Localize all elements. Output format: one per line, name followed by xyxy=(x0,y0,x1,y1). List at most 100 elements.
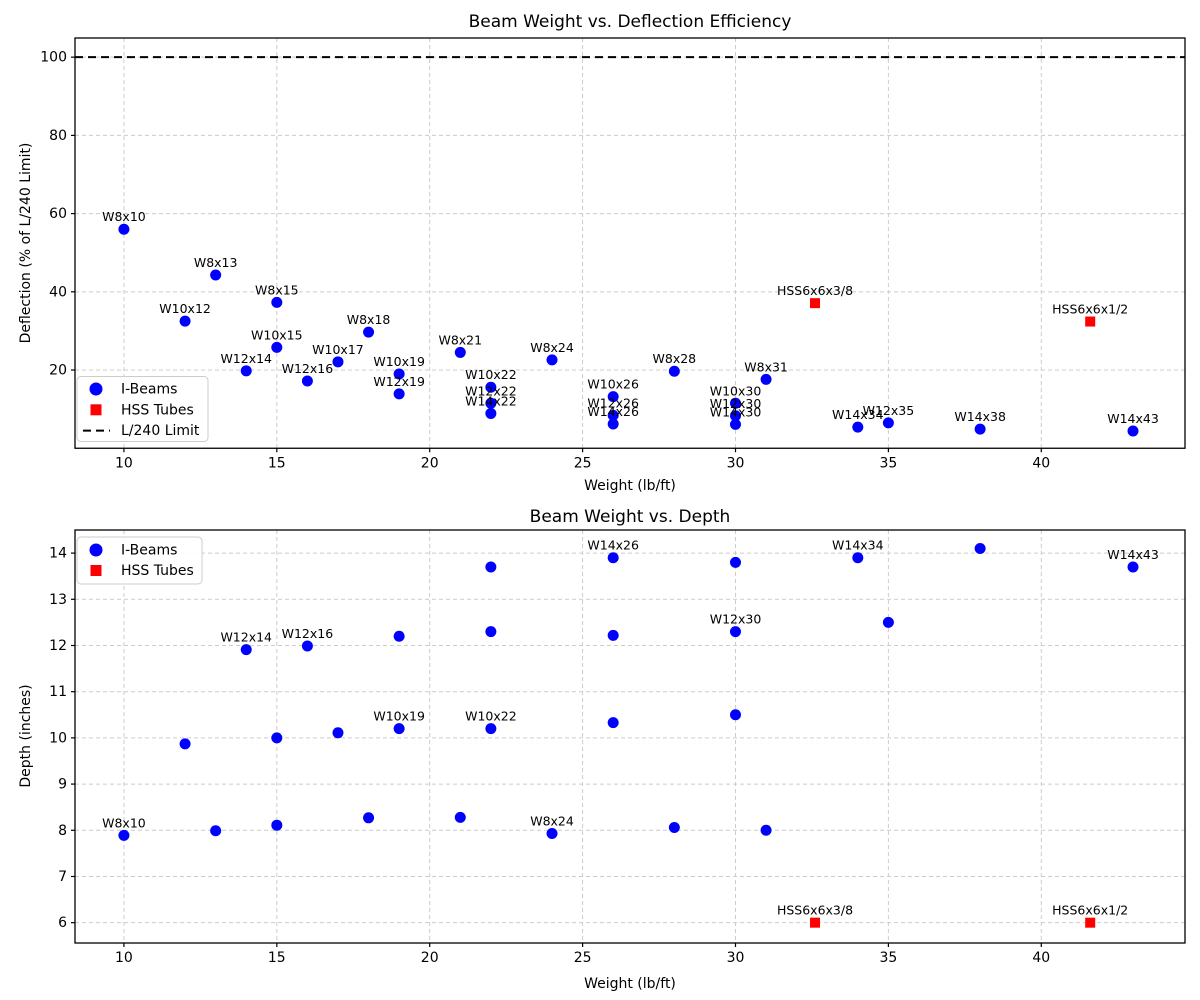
data-point-W10x17 xyxy=(332,727,344,739)
point-label-W10x19: W10x19 xyxy=(373,354,425,369)
x-tick-label-15: 15 xyxy=(268,950,286,966)
data-point-W12x35 xyxy=(882,616,894,628)
point-label-W8x24: W8x24 xyxy=(530,814,574,829)
chart-depth: W8x10 W12x14 W12x16 W10x19 W10x22 W8x24 W14x26… xyxy=(18,507,1186,992)
data-point-W14x38 xyxy=(974,542,986,554)
point-label-W10x15: W10x15 xyxy=(251,327,303,342)
legend-marker-square xyxy=(90,404,102,416)
data-point-W10x19 xyxy=(393,723,405,735)
chart1-xlabel: Weight (lb/ft) xyxy=(584,478,676,494)
point-label-W8x10: W8x10 xyxy=(102,209,146,224)
x-tick-label-25: 25 xyxy=(574,455,592,471)
point-label-W8x21: W8x21 xyxy=(438,332,482,347)
point-label-W10x30: W10x30 xyxy=(710,383,762,398)
x-tick-label-10: 10 xyxy=(115,455,133,471)
y-tick-label-11: 11 xyxy=(49,684,67,700)
point-label-W8x31: W8x31 xyxy=(744,359,788,374)
x-tick-label-25: 25 xyxy=(574,950,592,966)
point-label-W12x35: W12x35 xyxy=(863,403,915,418)
data-point-W8x10 xyxy=(118,223,130,235)
legend-label-HSS Tubes: HSS Tubes xyxy=(121,563,194,579)
data-point-W14x30 xyxy=(729,556,741,568)
data-point-W10x19 xyxy=(393,368,405,380)
x-tick-label-40: 40 xyxy=(1032,950,1050,966)
legend-box xyxy=(76,536,203,585)
x-tick-label-35: 35 xyxy=(879,950,897,966)
data-point-W10x12 xyxy=(179,315,191,327)
data-point-W8x28 xyxy=(668,365,680,377)
data-point-W12x22 xyxy=(485,397,497,409)
point-label-W12x19: W12x19 xyxy=(373,374,425,389)
data-point-W12x14 xyxy=(240,644,252,656)
legend-label-HSS Tubes: HSS Tubes xyxy=(121,402,194,418)
point-label-W8x10: W8x10 xyxy=(102,815,146,830)
chart2-title: Beam Weight vs. Depth xyxy=(530,507,731,527)
data-point-W10x26 xyxy=(607,391,619,403)
point-label-W12x30: W12x30 xyxy=(710,396,762,411)
point-label-W12x16: W12x16 xyxy=(282,361,334,376)
data-point-W8x15 xyxy=(271,819,283,831)
point-label-W12x22: W12x22 xyxy=(465,383,517,398)
data-point-W14x22 xyxy=(485,407,497,419)
chart2-xlabel: Weight (lb/ft) xyxy=(584,976,676,992)
data-point-W12x19 xyxy=(393,630,405,642)
chart2-plot: W8x10 W12x14 W12x16 W10x19 W10x22 W8x24 W14x26… xyxy=(49,529,1186,966)
data-point-W12x16 xyxy=(301,375,313,387)
y-tick-label-60: 60 xyxy=(49,206,67,222)
point-label-W10x22: W10x22 xyxy=(465,367,517,382)
data-point-W10x30 xyxy=(729,709,741,721)
data-point-W14x43 xyxy=(1127,561,1139,573)
point-label-W14x43: W14x43 xyxy=(1107,547,1159,562)
point-label-W12x26: W12x26 xyxy=(587,395,639,410)
data-point-W14x43 xyxy=(1127,425,1139,437)
y-tick-label-100: 100 xyxy=(40,50,67,66)
x-tick-label-40: 40 xyxy=(1032,455,1050,471)
point-label-W14x38: W14x38 xyxy=(954,409,1006,424)
data-point-W14x34 xyxy=(852,552,864,564)
data-point-HSS6x6x3/8 xyxy=(810,298,820,309)
point-label-W14x43: W14x43 xyxy=(1107,411,1159,426)
data-point-W8x18 xyxy=(363,326,375,338)
point-label-W12x14: W12x14 xyxy=(220,630,272,645)
data-point-W12x16 xyxy=(301,640,313,652)
data-point-W14x30 xyxy=(729,418,741,430)
y-tick-label-9: 9 xyxy=(58,777,67,793)
point-label-W14x30: W14x30 xyxy=(710,404,762,419)
y-tick-label-40: 40 xyxy=(49,284,67,300)
point-label-W14x34: W14x34 xyxy=(832,538,884,553)
data-point-W8x15 xyxy=(271,296,283,308)
data-point-W8x21 xyxy=(454,346,466,358)
data-point-W8x10 xyxy=(118,829,130,841)
point-label-W10x12: W10x12 xyxy=(159,301,211,316)
point-label-HSS6x6x3/8: HSS6x6x3/8 xyxy=(777,283,853,298)
data-point-W10x12 xyxy=(179,738,191,750)
data-point-W12x26 xyxy=(607,409,619,421)
x-tick-label-20: 20 xyxy=(421,950,439,966)
data-point-W10x30 xyxy=(729,397,741,409)
y-tick-label-80: 80 xyxy=(49,128,67,144)
y-tick-label-12: 12 xyxy=(49,638,67,654)
point-label-W12x16: W12x16 xyxy=(282,626,334,641)
data-point-W10x15 xyxy=(271,732,283,744)
point-label-W12x14: W12x14 xyxy=(220,351,272,366)
data-point-W8x31 xyxy=(760,373,772,385)
point-label-HSS6x6x1/2: HSS6x6x1/2 xyxy=(1052,302,1128,317)
y-tick-label-13: 13 xyxy=(49,592,67,608)
x-tick-label-15: 15 xyxy=(268,455,286,471)
point-label-W14x26: W14x26 xyxy=(587,538,639,553)
x-tick-label-35: 35 xyxy=(879,455,897,471)
chart1-plot: W8x10 W10x12 W8x13 W12x14 W8x15 W10x15 W12x16 W… xyxy=(40,37,1186,471)
chart-deflection: W8x10 W10x12 W8x13 W12x14 W8x15 W10x15 W12x16 W… xyxy=(18,12,1186,494)
x-tick-label-30: 30 xyxy=(727,950,745,966)
data-point-W10x26 xyxy=(607,717,619,729)
data-point-W8x13 xyxy=(210,269,222,281)
plot-border xyxy=(74,529,1186,944)
data-point-W8x21 xyxy=(454,811,466,823)
y-tick-label-20: 20 xyxy=(49,363,67,379)
chart1-ylabel: Deflection (% of L/240 Limit) xyxy=(18,143,34,344)
x-tick-label-10: 10 xyxy=(115,950,133,966)
data-point-W12x14 xyxy=(240,365,252,377)
data-point-W10x22 xyxy=(485,381,497,393)
data-point-HSS6x6x3/8 xyxy=(810,917,820,928)
